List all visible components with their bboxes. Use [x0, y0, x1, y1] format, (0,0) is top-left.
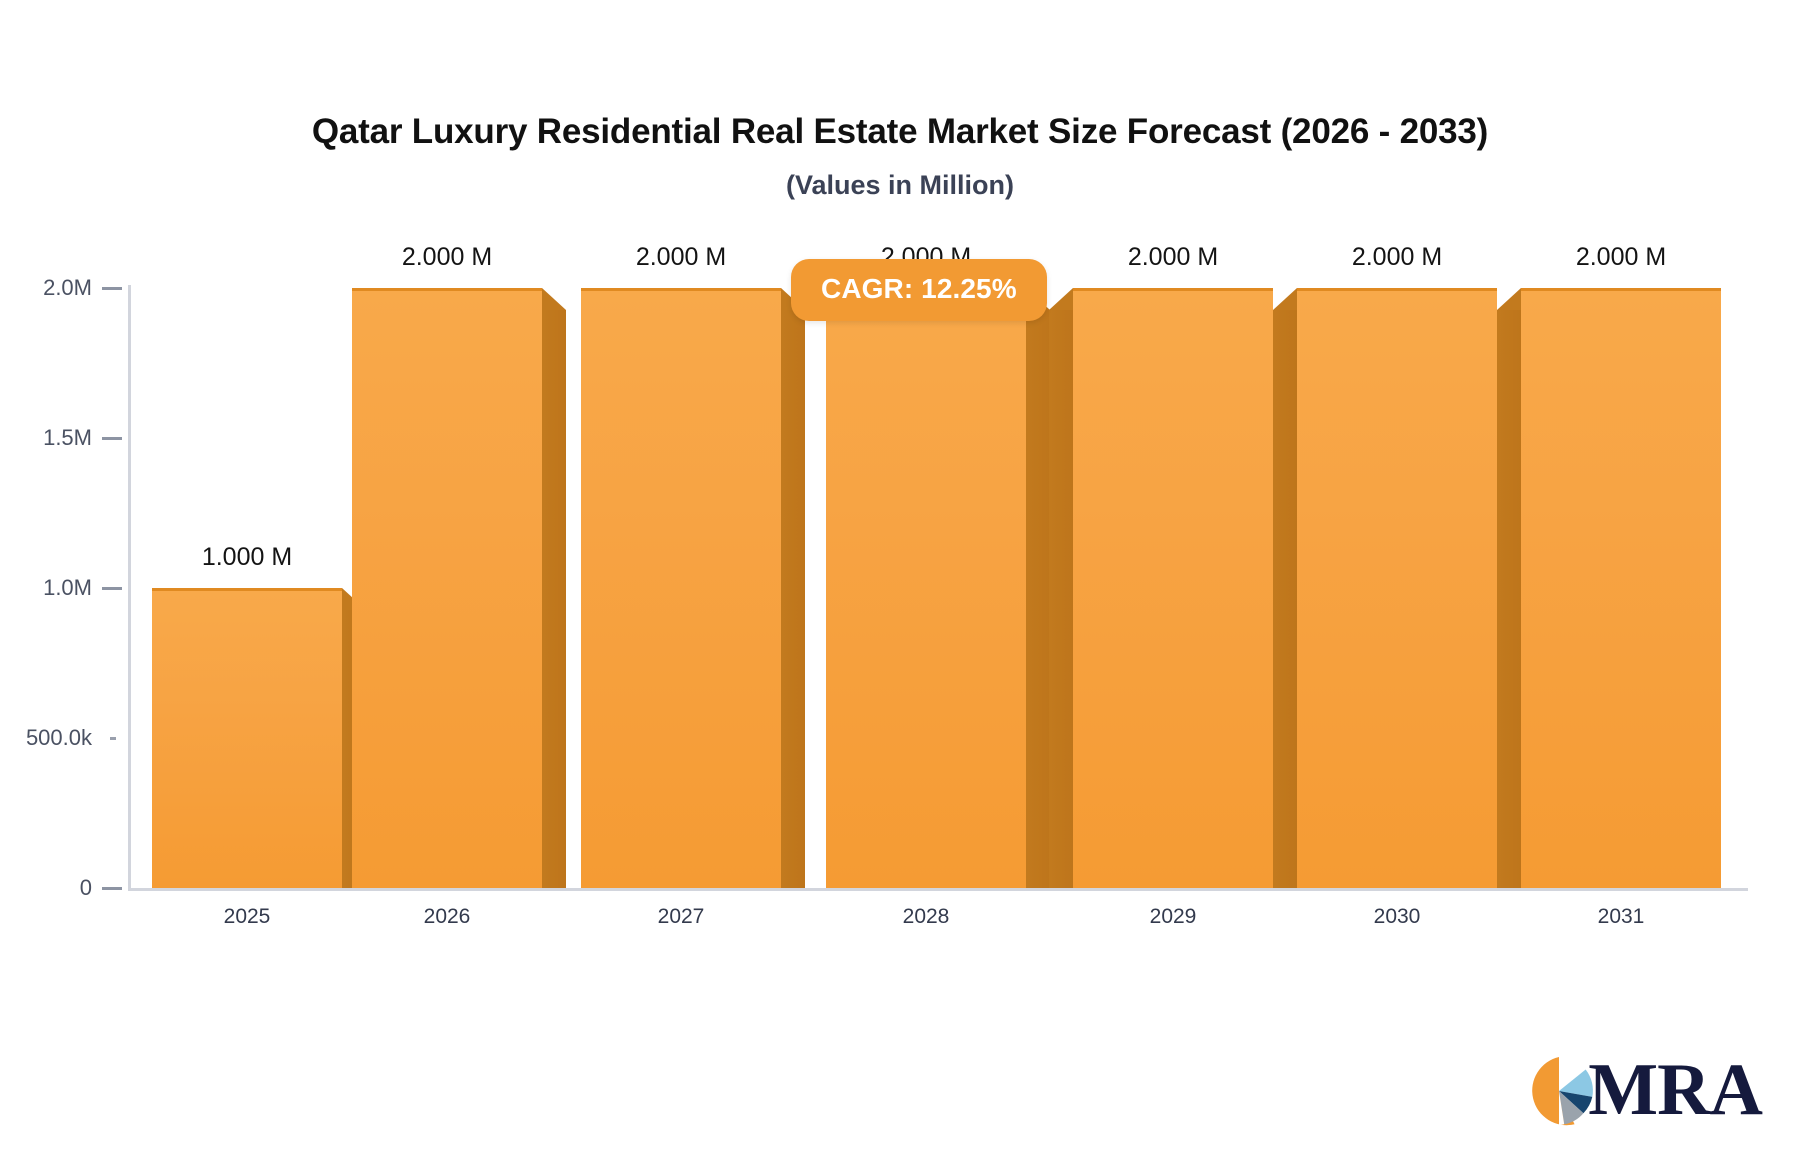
chart-subtitle: (Values in Million) — [785, 170, 1015, 200]
y-tick-mark — [110, 737, 116, 740]
x-label-2030: 2030 — [1373, 905, 1421, 928]
bar-3d-side — [1497, 310, 1521, 888]
bar-face — [1521, 288, 1721, 888]
pie-chart-icon — [1532, 1056, 1594, 1126]
bar-2026[interactable]: 2.000 M — [352, 243, 566, 888]
y-tick-1.0M: 1.0M — [0, 575, 128, 600]
bar-face — [152, 588, 342, 888]
bar-face — [352, 288, 542, 888]
bar-3d-side — [1026, 310, 1050, 888]
bar-2029[interactable]: 2.000 M — [1049, 243, 1273, 888]
x-label-2027: 2027 — [657, 905, 705, 928]
bar-value-label: 1.000 M — [201, 543, 293, 571]
bar-3d-bevel — [542, 288, 566, 310]
bar-2028[interactable]: 2.000 M — [826, 243, 1050, 888]
bar-3d-side — [1049, 310, 1073, 888]
x-label-2031: 2031 — [1597, 905, 1645, 928]
mra-logo: MRA — [1522, 1049, 1763, 1132]
y-tick-label: 2.0M — [43, 275, 92, 300]
x-label-2028: 2028 — [902, 905, 950, 928]
bar-value-label: 2.000 M — [635, 243, 727, 271]
x-axis-line — [128, 888, 1748, 891]
y-axis-line — [128, 285, 131, 890]
y-tick-500.0k: 500.0k — [0, 725, 128, 750]
y-tick-label: 500.0k — [25, 725, 92, 750]
y-tick-label: 1.5M — [43, 425, 92, 450]
bar-2025[interactable]: 1.000 M — [152, 543, 366, 888]
bar-value-label: 2.000 M — [1127, 243, 1219, 271]
bar-value-label: 2.000 M — [1575, 243, 1667, 271]
bar-3d-side — [542, 310, 566, 888]
logo-text: MRA — [1588, 1049, 1763, 1132]
y-tick-2.0M: 2.0M — [0, 275, 128, 300]
bar-2031[interactable]: 2.000 M — [1497, 243, 1721, 888]
cagr-badge: CAGR: 12.25% — [791, 259, 1047, 321]
bar-value-label: 2.000 M — [1351, 243, 1443, 271]
y-tick-mark — [102, 587, 122, 590]
bar-3d-side — [1273, 310, 1297, 888]
x-label-2026: 2026 — [423, 905, 471, 928]
bar-3d-bevel — [1497, 288, 1521, 310]
bar-face — [1297, 288, 1497, 888]
bar-face — [581, 288, 781, 888]
bar-value-label: 2.000 M — [401, 243, 493, 271]
bar-face — [826, 288, 1026, 888]
y-tick-0: 0 — [0, 875, 128, 900]
bar-2030[interactable]: 2.000 M — [1273, 243, 1497, 888]
y-tick-1.5M: 1.5M — [0, 425, 128, 450]
y-tick-mark — [102, 287, 122, 290]
bar-3d-bevel — [1049, 288, 1073, 310]
chart-title: Qatar Luxury Residential Real Estate Mar… — [311, 112, 1489, 151]
x-label-2025: 2025 — [223, 905, 271, 928]
x-label-2029: 2029 — [1149, 905, 1197, 928]
y-tick-label: 0 — [79, 875, 92, 900]
bar-face — [1073, 288, 1273, 888]
y-tick-label: 1.0M — [43, 575, 92, 600]
y-tick-mark — [102, 437, 122, 440]
bar-2027[interactable]: 2.000 M — [581, 243, 805, 888]
bar-3d-bevel — [1273, 288, 1297, 310]
bar-3d-side — [781, 310, 805, 888]
y-tick-mark — [102, 887, 122, 890]
